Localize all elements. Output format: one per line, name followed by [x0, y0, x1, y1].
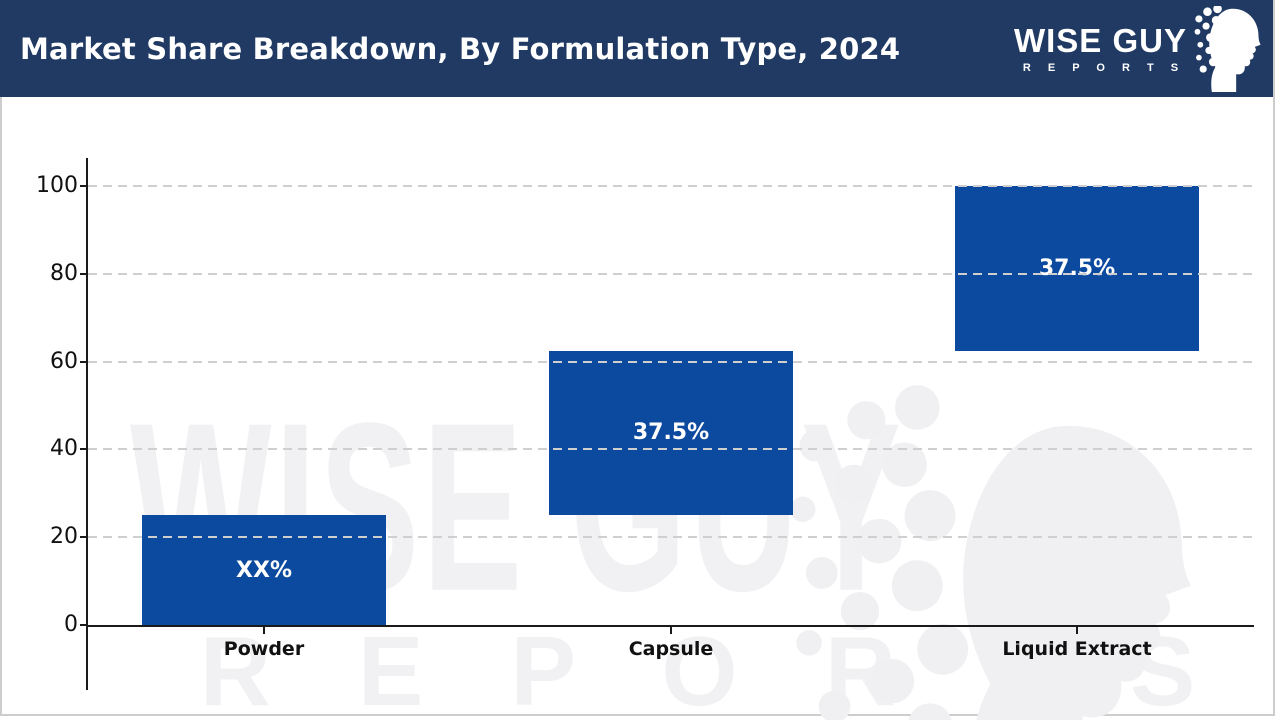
y-tick-label: 100: [36, 173, 78, 198]
x-tick-mark: [1076, 627, 1078, 634]
y-tick-mark: [80, 536, 88, 539]
chart-title: Market Share Breakdown, By Formulation T…: [20, 31, 901, 66]
y-tick-mark: [80, 185, 88, 187]
gridline: [88, 272, 1252, 275]
report-header: Market Share Breakdown, By Formulation T…: [0, 0, 1273, 97]
bar-capsule: 37.5%: [549, 350, 793, 516]
y-axis-line: [86, 158, 88, 690]
y-tick-mark: [80, 448, 88, 451]
x-tick-mark: [263, 627, 265, 634]
chart-area: WISE GUY R E P O R T S 0 20 40 60 80 100 XX% Po…: [0, 97, 1280, 720]
x-category-label: Capsule: [628, 638, 714, 660]
y-tick-label: 0: [64, 612, 78, 637]
gridline: [88, 185, 1252, 187]
bar-value-label: 37.5%: [1038, 255, 1116, 281]
x-tick-mark: [670, 627, 672, 634]
watermark-head-dots-graphic: [790, 385, 1191, 720]
y-tick-label: 60: [50, 348, 78, 374]
gridline: [88, 536, 1252, 539]
x-axis-line: [86, 625, 1254, 627]
watermark-text-reports: R E P O R T S: [200, 616, 1226, 720]
logo-head-icon: [1194, 5, 1261, 92]
bar-liquid-extract: 37.5%: [955, 186, 1199, 351]
x-category-label: Powder: [223, 638, 305, 660]
bar-powder: XX%: [142, 515, 386, 625]
bar-value-label: XX%: [236, 557, 292, 583]
y-tick-label: 80: [50, 260, 78, 286]
logo-text: WISE GUY R E P O R T S: [1014, 24, 1187, 74]
y-tick-mark: [80, 624, 88, 626]
gridline: [88, 448, 1252, 451]
logo-brand-name: WISE GUY: [1013, 21, 1187, 59]
y-tick-label: 40: [50, 436, 78, 462]
bar-value-label: 37.5%: [632, 420, 710, 446]
gridline: [88, 360, 1252, 363]
y-tick-mark: [80, 272, 88, 275]
y-tick-mark: [80, 360, 88, 363]
x-category-label: Liquid Extract: [1002, 638, 1152, 660]
logo-tagline: R E P O R T S: [1022, 61, 1186, 74]
wise-guy-reports-logo: WISE GUY R E P O R T S: [1014, 5, 1273, 92]
y-tick-label: 20: [50, 524, 78, 550]
